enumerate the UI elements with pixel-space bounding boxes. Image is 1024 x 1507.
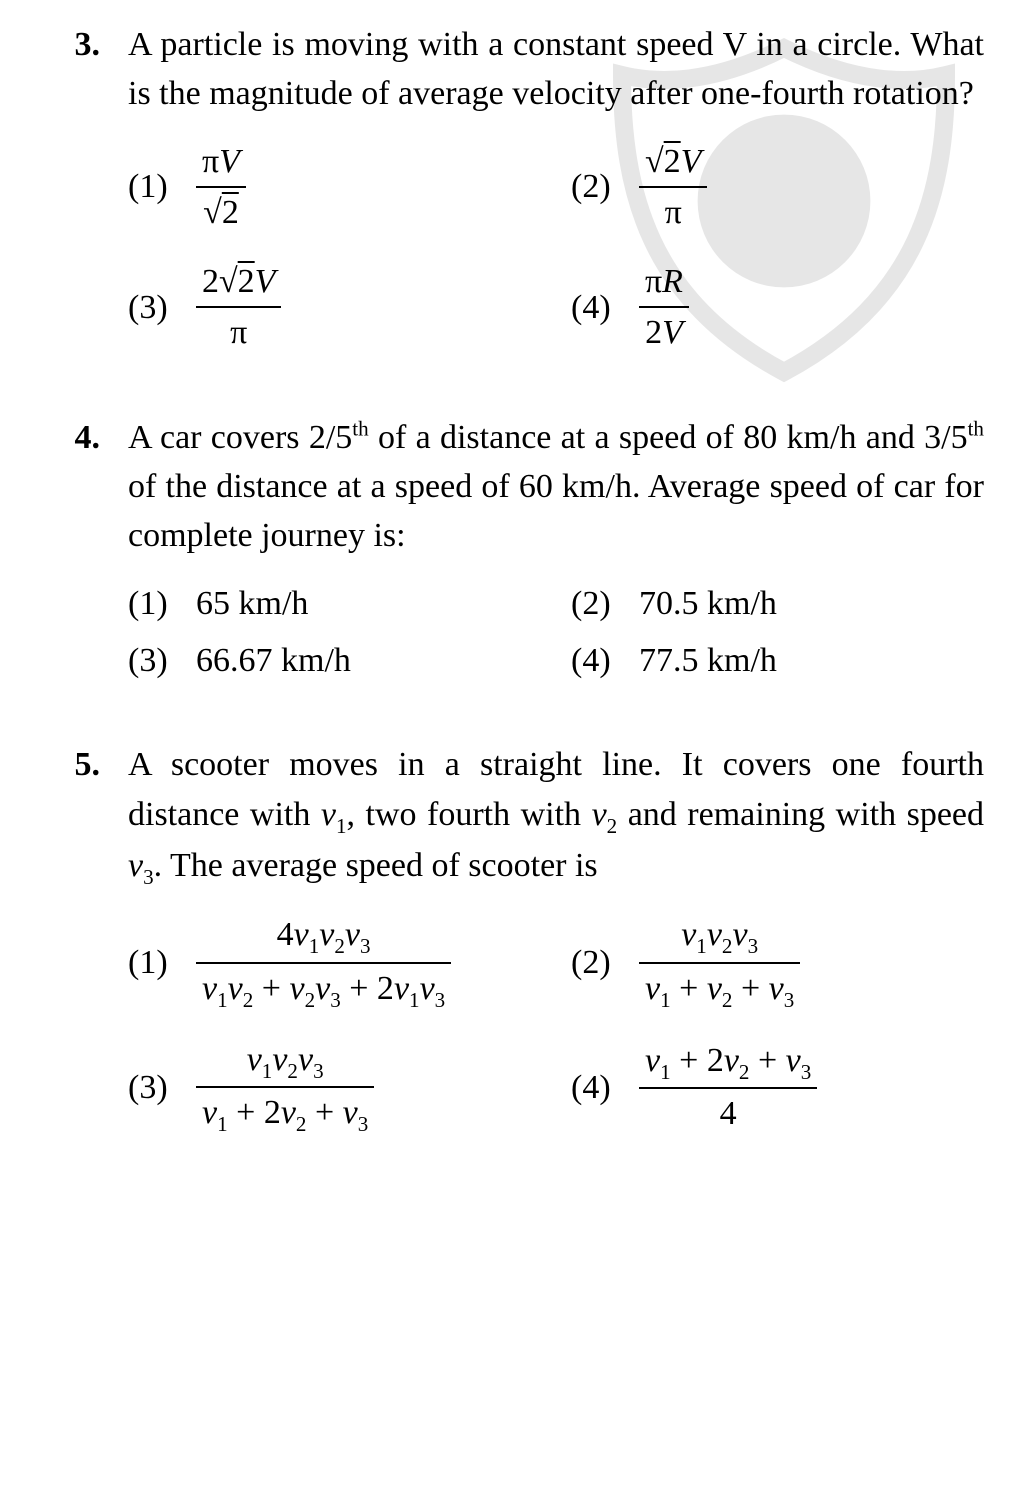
option-value: 77.5 km/h: [639, 636, 777, 685]
question-text: A car covers 2/5th of a distance at a sp…: [128, 413, 984, 685]
option-value: 4v1v2v3 v1v2 + v2v3 + 2v1v3: [196, 910, 451, 1015]
option-value: 2√2V π: [196, 257, 281, 358]
option-value: v1v2v3 v1 + v2 + v3: [639, 910, 800, 1015]
option-label: (3): [128, 1063, 196, 1112]
options-grid: (1) 4v1v2v3 v1v2 + v2v3 + 2v1v3 (2): [128, 910, 984, 1139]
option-2: (2) √2V π: [571, 137, 984, 238]
option-4: (4) 77.5 km/h: [571, 636, 984, 685]
option-label: (3): [128, 636, 196, 685]
question-4: 4. A car covers 2/5th of a distance at a…: [40, 413, 984, 685]
page: 3. A particle is moving with a constant …: [0, 0, 1024, 1507]
option-label: (2): [571, 162, 639, 211]
question-text: A scooter moves in a straight line. It c…: [128, 740, 984, 1139]
options-grid: (1) πV √2 (2) √2V: [128, 137, 984, 358]
option-2: (2) v1v2v3 v1 + v2 + v3: [571, 910, 984, 1015]
option-value: v1 + 2v2 + v3 4: [639, 1036, 817, 1139]
option-value: √2V π: [639, 137, 707, 238]
option-label: (4): [571, 636, 639, 685]
question-number: 3.: [40, 20, 128, 69]
option-label: (1): [128, 938, 196, 987]
option-label: (4): [571, 1063, 639, 1112]
question-5: 5. A scooter moves in a straight line. I…: [40, 740, 984, 1139]
question-number: 4.: [40, 413, 128, 462]
option-label: (1): [128, 579, 196, 628]
option-value: 70.5 km/h: [639, 579, 777, 628]
option-label: (1): [128, 162, 196, 211]
option-4: (4) πR 2V: [571, 257, 984, 358]
option-value: 66.67 km/h: [196, 636, 351, 685]
question-text: A particle is moving with a constant spe…: [128, 20, 984, 358]
option-value: 65 km/h: [196, 579, 308, 628]
option-3: (3) v1v2v3 v1 + 2v2 + v3: [128, 1035, 541, 1140]
option-1: (1) πV √2: [128, 137, 541, 238]
option-label: (4): [571, 283, 639, 332]
option-label: (2): [571, 938, 639, 987]
question-number: 5.: [40, 740, 128, 789]
option-1: (1) 65 km/h: [128, 579, 541, 628]
option-2: (2) 70.5 km/h: [571, 579, 984, 628]
option-3: (3) 2√2V π: [128, 257, 541, 358]
option-label: (3): [128, 283, 196, 332]
option-value: πV √2: [196, 137, 246, 238]
option-value: v1v2v3 v1 + 2v2 + v3: [196, 1035, 374, 1140]
option-label: (2): [571, 579, 639, 628]
option-4: (4) v1 + 2v2 + v3 4: [571, 1035, 984, 1140]
options-grid: (1) 65 km/h (2) 70.5 km/h (3) 66.67 km/h…: [128, 579, 984, 686]
question-3: 3. A particle is moving with a constant …: [40, 20, 984, 358]
option-3: (3) 66.67 km/h: [128, 636, 541, 685]
option-value: πR 2V: [639, 257, 689, 358]
option-1: (1) 4v1v2v3 v1v2 + v2v3 + 2v1v3: [128, 910, 541, 1015]
